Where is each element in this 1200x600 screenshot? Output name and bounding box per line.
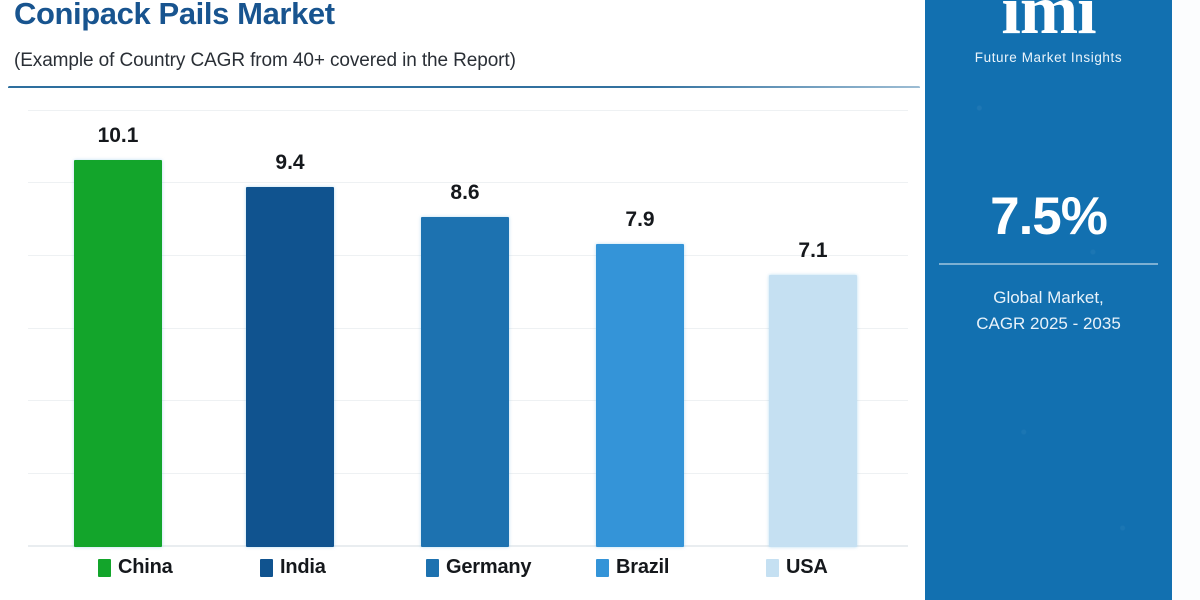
gridline [28, 182, 908, 183]
page-subtitle: (Example of Country CAGR from 40+ covere… [14, 50, 516, 71]
header-divider [8, 86, 920, 88]
caption-line-1: Global Market, [993, 288, 1104, 307]
legend-swatch-icon [766, 558, 779, 577]
bar-china [74, 160, 162, 547]
legend-swatch-icon [260, 558, 273, 577]
legend-item-china[interactable]: China [98, 556, 173, 579]
brand-logo: imi Future Market Insights [925, 0, 1172, 65]
legend-item-germany[interactable]: Germany [426, 556, 532, 579]
bar-brazil [596, 244, 684, 547]
brand-stat-panel: imi Future Market Insights 7.5% Global M… [925, 0, 1172, 600]
legend-label: Brazil [616, 556, 670, 578]
bar-value-china: 10.1 [97, 124, 139, 147]
bar-india [246, 187, 334, 547]
legend-item-brazil[interactable]: Brazil [596, 556, 669, 579]
global-cagr-caption: Global Market, CAGR 2025 - 2035 [925, 285, 1172, 338]
bar-value-india: 9.4 [275, 151, 305, 174]
panel-divider [939, 263, 1158, 265]
bar-value-brazil: 7.9 [625, 208, 655, 231]
legend-item-india[interactable]: India [260, 556, 326, 579]
right-gutter [1172, 0, 1200, 600]
imi-logo-icon: imi [1001, 0, 1096, 49]
gridline [28, 110, 908, 111]
caption-line-2: CAGR 2025 - 2035 [976, 314, 1121, 334]
bar-value-usa: 7.1 [798, 239, 828, 262]
bar-usa [769, 275, 857, 547]
bar-value-germany: 8.6 [450, 181, 480, 204]
chart-panel: Figure Conipack Pails Market (Example of… [0, 0, 925, 590]
global-cagr-value: 7.5% [990, 187, 1108, 246]
brand-tagline: Future Market Insights [974, 50, 1123, 65]
legend-item-usa[interactable]: USA [766, 556, 828, 579]
legend-label: India [280, 556, 326, 578]
chart-plot-area: 10.1 9.4 8.6 7.9 7.1 [28, 110, 908, 547]
legend-label: Germany [446, 556, 532, 578]
legend-label: China [118, 556, 173, 578]
legend-label: USA [786, 556, 828, 578]
legend-swatch-icon [98, 558, 111, 577]
legend-swatch-icon [426, 558, 439, 577]
chart-legend: China India Germany Brazil USA [28, 556, 908, 590]
bar-germany [421, 217, 509, 547]
legend-swatch-icon [596, 558, 609, 577]
chart-header: Figure Conipack Pails Market (Example of… [0, 0, 925, 88]
page-title: Conipack Pails Market [14, 0, 335, 31]
